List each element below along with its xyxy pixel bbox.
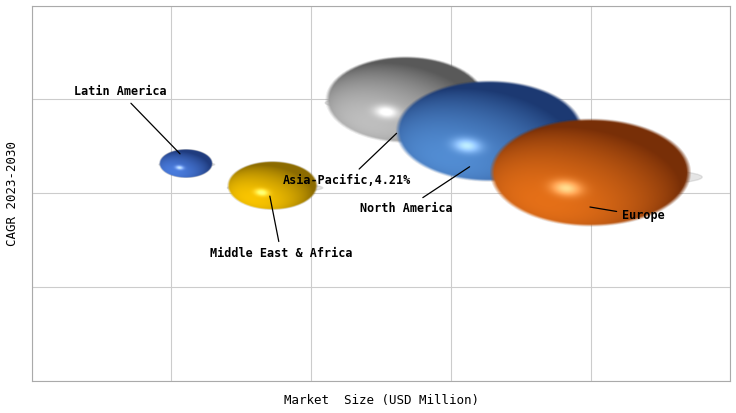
Ellipse shape	[159, 162, 215, 167]
Text: Asia-Pacific,4.21%: Asia-Pacific,4.21%	[283, 133, 411, 187]
X-axis label: Market  Size (USD Million): Market Size (USD Million)	[283, 394, 478, 408]
Text: North America: North America	[360, 167, 470, 215]
Y-axis label: CAGR 2023-2030: CAGR 2023-2030	[6, 141, 18, 246]
Ellipse shape	[227, 183, 323, 192]
Text: Europe: Europe	[590, 207, 665, 223]
Ellipse shape	[325, 95, 494, 111]
Ellipse shape	[489, 168, 702, 187]
Text: Latin America: Latin America	[74, 85, 180, 154]
Ellipse shape	[395, 127, 593, 145]
Text: Middle East & Africa: Middle East & Africa	[210, 196, 353, 260]
